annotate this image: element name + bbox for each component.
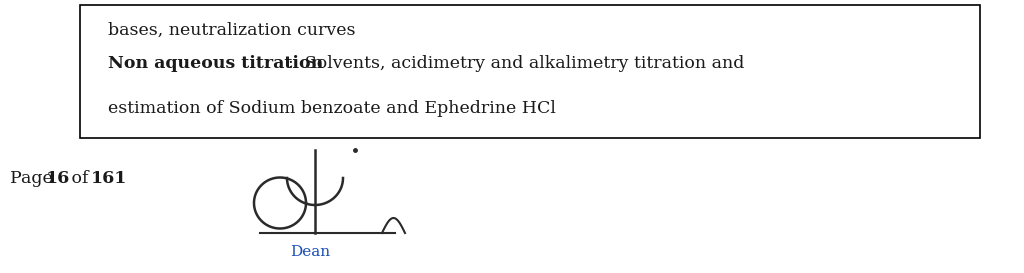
Text: of: of bbox=[66, 170, 94, 187]
Text: 16: 16 bbox=[46, 170, 71, 187]
Text: :  Solvents, acidimetry and alkalimetry titration and: : Solvents, acidimetry and alkalimetry t… bbox=[288, 55, 744, 72]
Text: Non aqueous titration: Non aqueous titration bbox=[108, 55, 324, 72]
Text: estimation of Sodium benzoate and Ephedrine HCl: estimation of Sodium benzoate and Ephedr… bbox=[108, 100, 556, 117]
Text: 161: 161 bbox=[91, 170, 127, 187]
Text: Dean: Dean bbox=[290, 245, 330, 259]
Text: Page: Page bbox=[10, 170, 58, 187]
Bar bbox=[80, 5, 980, 138]
Text: bases, neutralization curves: bases, neutralization curves bbox=[108, 22, 355, 39]
